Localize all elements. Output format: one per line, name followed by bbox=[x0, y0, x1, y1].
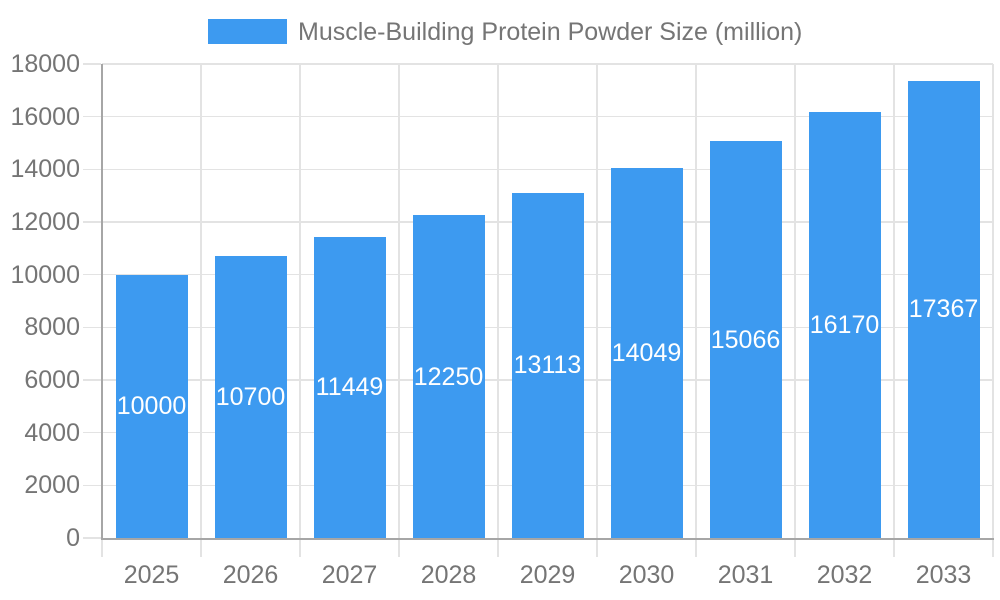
y-tick bbox=[83, 115, 101, 118]
y-tick bbox=[83, 537, 101, 539]
x-axis-label: 2028 bbox=[420, 561, 477, 589]
y-axis-label: 14000 bbox=[10, 155, 80, 184]
bar-value-label: 10000 bbox=[116, 392, 187, 421]
y-axis-label: 12000 bbox=[10, 208, 80, 236]
x-gridline bbox=[497, 64, 499, 538]
x-tick bbox=[596, 540, 598, 557]
bar bbox=[907, 80, 980, 538]
x-tick bbox=[299, 540, 301, 557]
x-gridline bbox=[893, 64, 895, 538]
x-tick bbox=[794, 540, 796, 557]
bar bbox=[511, 192, 584, 538]
bar bbox=[115, 274, 188, 538]
x-tick bbox=[200, 540, 202, 557]
bar bbox=[313, 236, 386, 538]
x-gridline bbox=[794, 64, 796, 538]
bar-value-label: 11449 bbox=[315, 373, 384, 402]
y-gridline bbox=[102, 115, 993, 118]
y-axis-label: 10000 bbox=[10, 260, 80, 289]
bar-value-label: 15066 bbox=[710, 325, 781, 354]
x-axis-label: 2031 bbox=[717, 561, 774, 589]
bar-value-label: 13113 bbox=[513, 351, 582, 380]
y-axis-label: 4000 bbox=[24, 418, 80, 447]
y-gridline bbox=[102, 168, 993, 171]
y-axis-label: 16000 bbox=[10, 102, 80, 131]
y-tick bbox=[83, 326, 101, 329]
x-gridline bbox=[299, 64, 301, 538]
y-axis-label: 0 bbox=[66, 524, 80, 552]
bar bbox=[214, 256, 287, 538]
x-tick bbox=[101, 540, 103, 557]
x-tick bbox=[398, 540, 400, 557]
x-axis-label: 2033 bbox=[915, 561, 972, 589]
x-axis-label: 2030 bbox=[618, 561, 675, 589]
y-axis-label: 18000 bbox=[10, 50, 80, 78]
x-gridline bbox=[596, 64, 598, 538]
x-tick bbox=[497, 540, 499, 557]
y-tick bbox=[83, 431, 101, 434]
bar-value-label: 10700 bbox=[215, 383, 286, 412]
y-gridline bbox=[102, 63, 993, 65]
x-tick bbox=[695, 540, 697, 557]
bar bbox=[412, 215, 485, 538]
x-axis-label: 2026 bbox=[222, 561, 279, 589]
x-gridline bbox=[398, 64, 400, 538]
x-axis-label: 2027 bbox=[321, 561, 378, 589]
y-axis-line bbox=[101, 64, 103, 540]
bar-value-label: 16170 bbox=[809, 311, 880, 340]
x-gridline bbox=[200, 64, 202, 538]
y-axis-label: 6000 bbox=[24, 366, 80, 394]
y-axis-label: 2000 bbox=[24, 471, 80, 500]
y-tick bbox=[83, 273, 101, 276]
x-tick bbox=[992, 540, 994, 557]
x-tick bbox=[893, 540, 895, 557]
y-tick bbox=[83, 379, 101, 381]
x-axis-label: 2029 bbox=[519, 561, 576, 589]
x-axis-line bbox=[101, 538, 994, 540]
x-gridline bbox=[695, 64, 697, 538]
bar-value-label: 12250 bbox=[413, 362, 484, 391]
y-tick bbox=[83, 63, 101, 65]
bar bbox=[709, 141, 782, 538]
y-tick bbox=[83, 221, 101, 223]
y-tick bbox=[83, 168, 101, 171]
x-gridline bbox=[992, 64, 994, 538]
y-tick bbox=[83, 484, 101, 487]
bar bbox=[610, 168, 683, 538]
x-axis-label: 2032 bbox=[816, 561, 873, 589]
y-axis-label: 8000 bbox=[24, 313, 80, 342]
bar bbox=[808, 112, 881, 538]
legend-label[interactable]: Muscle-Building Protein Powder Size (mil… bbox=[298, 18, 803, 46]
legend-swatch[interactable] bbox=[208, 19, 287, 44]
bar-value-label: 14049 bbox=[611, 339, 682, 368]
x-axis-label: 2025 bbox=[123, 561, 180, 589]
bar-value-label: 17367 bbox=[908, 295, 979, 324]
